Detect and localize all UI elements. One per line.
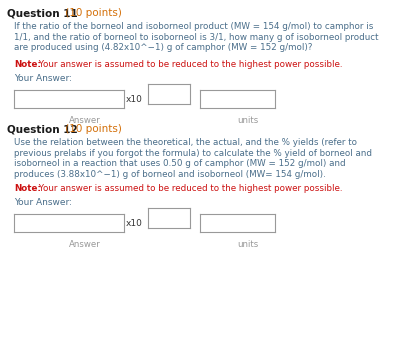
Text: Your answer is assumed to be reduced to the highest power possible.: Your answer is assumed to be reduced to … (36, 60, 342, 69)
Text: Answer: Answer (69, 240, 101, 249)
Text: Use the relation between the theoretical, the actual, and the % yields (refer to: Use the relation between the theoretical… (14, 138, 357, 147)
Text: Your Answer:: Your Answer: (14, 74, 72, 83)
Text: (10 points): (10 points) (62, 124, 122, 134)
Text: x10: x10 (126, 219, 143, 228)
Text: units: units (238, 116, 259, 125)
Text: (10 points): (10 points) (62, 8, 122, 18)
Text: 1/1, and the ratio of borneol to isoborneol is 3/1, how many g of isoborneol pro: 1/1, and the ratio of borneol to isoborn… (14, 33, 379, 42)
Text: Question 12: Question 12 (7, 124, 78, 134)
Text: are produced using (4.82x10^−1) g of camphor (MW = 152 g/mol)?: are produced using (4.82x10^−1) g of cam… (14, 43, 312, 52)
Text: previous prelabs if you forgot the formula) to calculate the % yield of borneol : previous prelabs if you forgot the formu… (14, 148, 372, 157)
Text: produces (3.88x10^−1) g of borneol and isoborneol (MW= 154 g/mol).: produces (3.88x10^−1) g of borneol and i… (14, 169, 326, 178)
Text: isoborneol in a reaction that uses 0.50 g of camphor (MW = 152 g/mol) and: isoborneol in a reaction that uses 0.50 … (14, 159, 346, 168)
Text: Your Answer:: Your Answer: (14, 198, 72, 207)
Text: x10: x10 (126, 95, 143, 104)
Text: Note:: Note: (14, 184, 41, 193)
Text: Your answer is assumed to be reduced to the highest power possible.: Your answer is assumed to be reduced to … (36, 184, 342, 193)
Text: Note:: Note: (14, 60, 41, 69)
Text: units: units (238, 240, 259, 249)
Text: If the ratio of the borneol and isoborneol product (MW = 154 g/mol) to camphor i: If the ratio of the borneol and isoborne… (14, 22, 374, 31)
Text: Question 11: Question 11 (7, 8, 78, 18)
Text: Answer: Answer (69, 116, 101, 125)
